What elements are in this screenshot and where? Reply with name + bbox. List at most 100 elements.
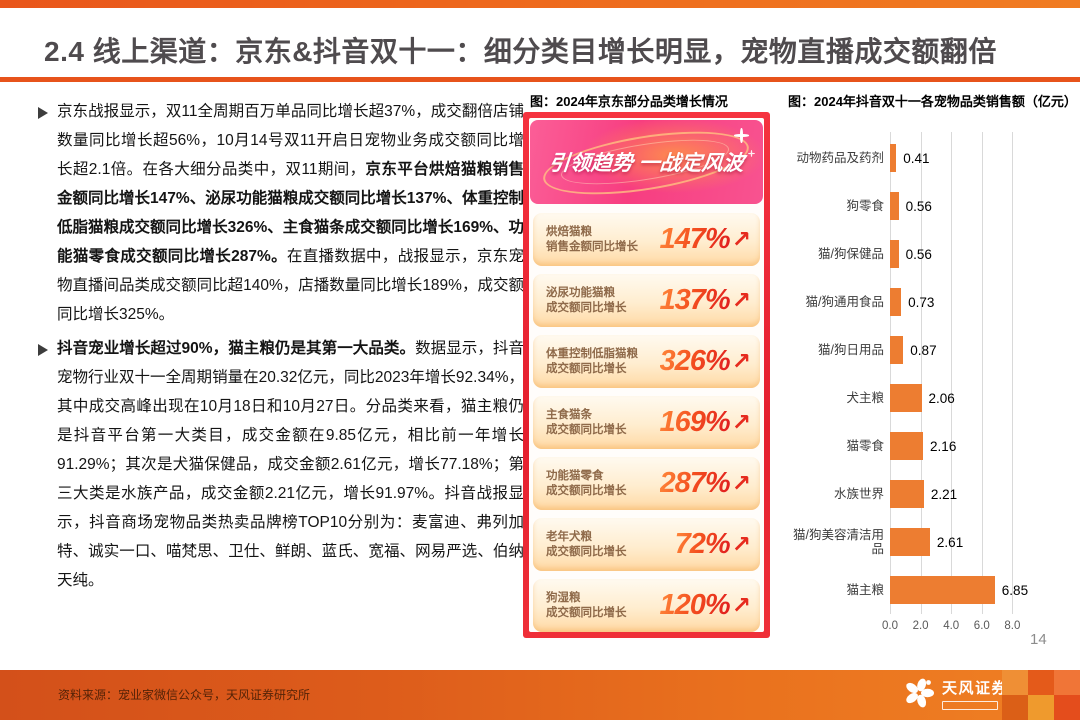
bullet-text: 京东战报显示，双11全周期百万单品同比增长超37%，成交翻倍店铺数量同比增长超5…	[57, 103, 524, 323]
poster-category-card: 狗湿粮 成交额同比增长 120% ↗	[533, 579, 760, 632]
figure-jd-caption: 图：2024年京东部分品类增长情况	[530, 94, 728, 109]
growth-percent: 72%	[674, 528, 731, 560]
bullet-item: 抖音宠业增长超过90%，猫主粮仍是其第一大品类。数据显示，抖音宠物行业双十一全周…	[38, 334, 524, 595]
poster-category-card: 体重控制低脂猫粮 成交额同比增长 326% ↗	[533, 335, 760, 388]
poster-card-label: 老年犬粮 成交额同比增长	[546, 530, 627, 558]
category-label: 狗零食	[846, 199, 884, 213]
poster-card-growth: 120% ↗	[660, 589, 751, 622]
bar	[890, 528, 930, 556]
chart-row: 猫/狗日用品 0.87	[788, 326, 1080, 374]
x-tick-label: 4.0	[943, 620, 960, 632]
gridline	[981, 132, 983, 614]
value-label: 0.56	[905, 246, 932, 262]
logo-company-name: 天风证券	[942, 679, 1009, 697]
gridline	[890, 132, 891, 614]
up-arrow-icon: ↗	[731, 348, 751, 374]
bullet-list: 京东战报显示，双11全周期百万单品同比增长超37%，成交翻倍店铺数量同比增长超5…	[38, 97, 524, 600]
chart-row: 猫/狗保健品 0.56	[788, 230, 1080, 278]
growth-percent: 169%	[659, 406, 731, 438]
value-label: 0.41	[903, 150, 930, 166]
growth-percent: 147%	[659, 223, 731, 255]
poster-card-growth: 287% ↗	[660, 467, 751, 500]
company-logo: 天风证券	[901, 675, 1008, 711]
x-tick-label: 2.0	[912, 620, 929, 632]
category-label: 猫主粮	[846, 583, 884, 597]
chart-gridlines	[890, 132, 1014, 614]
title-divider-line	[0, 77, 1080, 82]
poster-card-growth: 147% ↗	[660, 223, 751, 256]
poster-category-card: 烘焙猫粮 销售金额同比增长 147% ↗	[533, 213, 760, 266]
category-label: 动物药品及药剂	[796, 151, 884, 165]
source-note: 资料来源：宠业家微信公众号，天风证券研究所	[58, 688, 311, 702]
page-title: 2.4 线上渠道：京东&抖音双十一：细分类目增长明显，宠物直播成交额翻倍	[44, 36, 997, 67]
chart-row: 猫零食 2.16	[788, 422, 1080, 470]
x-tick-label: 8.0	[1004, 620, 1021, 632]
footer-mosaic-decoration	[1002, 670, 1080, 720]
poster-card-label: 烘焙猫粮 销售金额同比增长	[546, 225, 638, 253]
sparkle-icon	[748, 150, 755, 157]
poster-inner: 引领趋势 一战定风波 烘焙猫粮 销售金额同比增长 147% ↗ 泌尿功能猫粮 成交额同比增…	[529, 118, 764, 632]
poster-card-label: 体重控制低脂猫粮 成交额同比增长	[546, 347, 638, 375]
chart-row: 犬主粮 2.06	[788, 374, 1080, 422]
chart-row: 水族世界 2.21	[788, 470, 1080, 518]
poster-card-list: 烘焙猫粮 销售金额同比增长 147% ↗ 泌尿功能猫粮 成交额同比增长 137% ↗ 体重控制低…	[529, 213, 764, 632]
poster-banner: 引领趋势 一战定风波	[530, 120, 763, 204]
growth-percent: 287%	[659, 467, 731, 499]
value-label: 0.56	[905, 198, 932, 214]
chart-row: 猫/狗美容清洁用品 2.61	[788, 518, 1080, 566]
top-orange-strip	[0, 0, 1080, 8]
chart-row: 动物药品及药剂 0.41	[788, 134, 1080, 182]
up-arrow-icon: ↗	[731, 226, 751, 252]
bullet-item: 京东战报显示，双11全周期百万单品同比增长超37%，成交翻倍店铺数量同比增长超5…	[38, 97, 524, 329]
bar	[890, 480, 924, 508]
footer-bar: 资料来源：宠业家微信公众号，天风证券研究所 天风证券	[0, 670, 1080, 720]
poster-card-growth: 169% ↗	[660, 406, 751, 439]
category-label: 猫/狗日用品	[818, 343, 884, 357]
poster-category-card: 主食猫条 成交额同比增长 169% ↗	[533, 396, 760, 449]
up-arrow-icon: ↗	[731, 409, 751, 435]
category-label: 猫/狗美容清洁用品	[793, 528, 884, 556]
figure-douyin-caption: 图：2024年抖音双十一各宠物品类销售额（亿元）	[788, 94, 1077, 109]
value-label: 2.21	[930, 486, 958, 502]
flower-logo-icon	[906, 678, 934, 708]
chart-row: 猫/狗通用食品 0.73	[788, 278, 1080, 326]
poster-card-growth: 326% ↗	[660, 345, 751, 378]
value-label: 0.73	[908, 294, 935, 310]
page-number: 14	[1030, 631, 1047, 648]
bar	[890, 192, 899, 220]
growth-percent: 137%	[659, 284, 731, 316]
chart-row: 猫主粮 6.85	[788, 566, 1080, 614]
up-arrow-icon: ↗	[731, 287, 751, 313]
category-label: 猫零食	[846, 439, 884, 453]
gridline	[1012, 132, 1014, 614]
bullet-arrow-icon	[38, 107, 48, 119]
up-arrow-icon: ↗	[731, 592, 751, 618]
poster-card-label: 狗湿粮 成交额同比增长	[546, 591, 627, 619]
up-arrow-icon: ↗	[731, 470, 751, 496]
bar	[890, 288, 902, 316]
poster-card-growth: 72% ↗	[675, 528, 751, 561]
poster-category-card: 泌尿功能猫粮 成交额同比增长 137% ↗	[533, 274, 760, 327]
logo-tagline-box	[942, 700, 998, 710]
poster-card-label: 主食猫条 成交额同比增长	[546, 408, 627, 436]
poster-card-label: 泌尿功能猫粮 成交额同比增长	[546, 286, 627, 314]
value-label: 2.61	[936, 534, 964, 550]
jd-promo-poster: 引领趋势 一战定风波 烘焙猫粮 销售金额同比增长 147% ↗ 泌尿功能猫粮 成交额同比增…	[523, 112, 770, 638]
bar	[890, 336, 904, 364]
poster-card-label: 功能猫零食 成交额同比增长	[546, 469, 627, 497]
bar	[890, 240, 899, 268]
gridline	[920, 132, 922, 614]
x-tick-label: 6.0	[973, 620, 990, 632]
chart-row: 狗零食 0.56	[788, 182, 1080, 230]
chart-rows: 动物药品及药剂 0.41 狗零食 0.56 猫/狗保健品 0.56 猫/狗通用食品 0.73 猫…	[788, 134, 1080, 614]
poster-category-card: 老年犬粮 成交额同比增长 72% ↗	[533, 518, 760, 571]
value-label: 2.16	[930, 438, 957, 454]
bar	[890, 384, 922, 412]
value-label: 0.87	[910, 342, 937, 358]
value-label: 6.85	[1001, 582, 1029, 598]
bar	[890, 576, 995, 604]
bar	[890, 432, 924, 460]
bullet-arrow-icon	[38, 344, 48, 356]
logo-text-wrap: 天风证券	[942, 677, 1008, 710]
